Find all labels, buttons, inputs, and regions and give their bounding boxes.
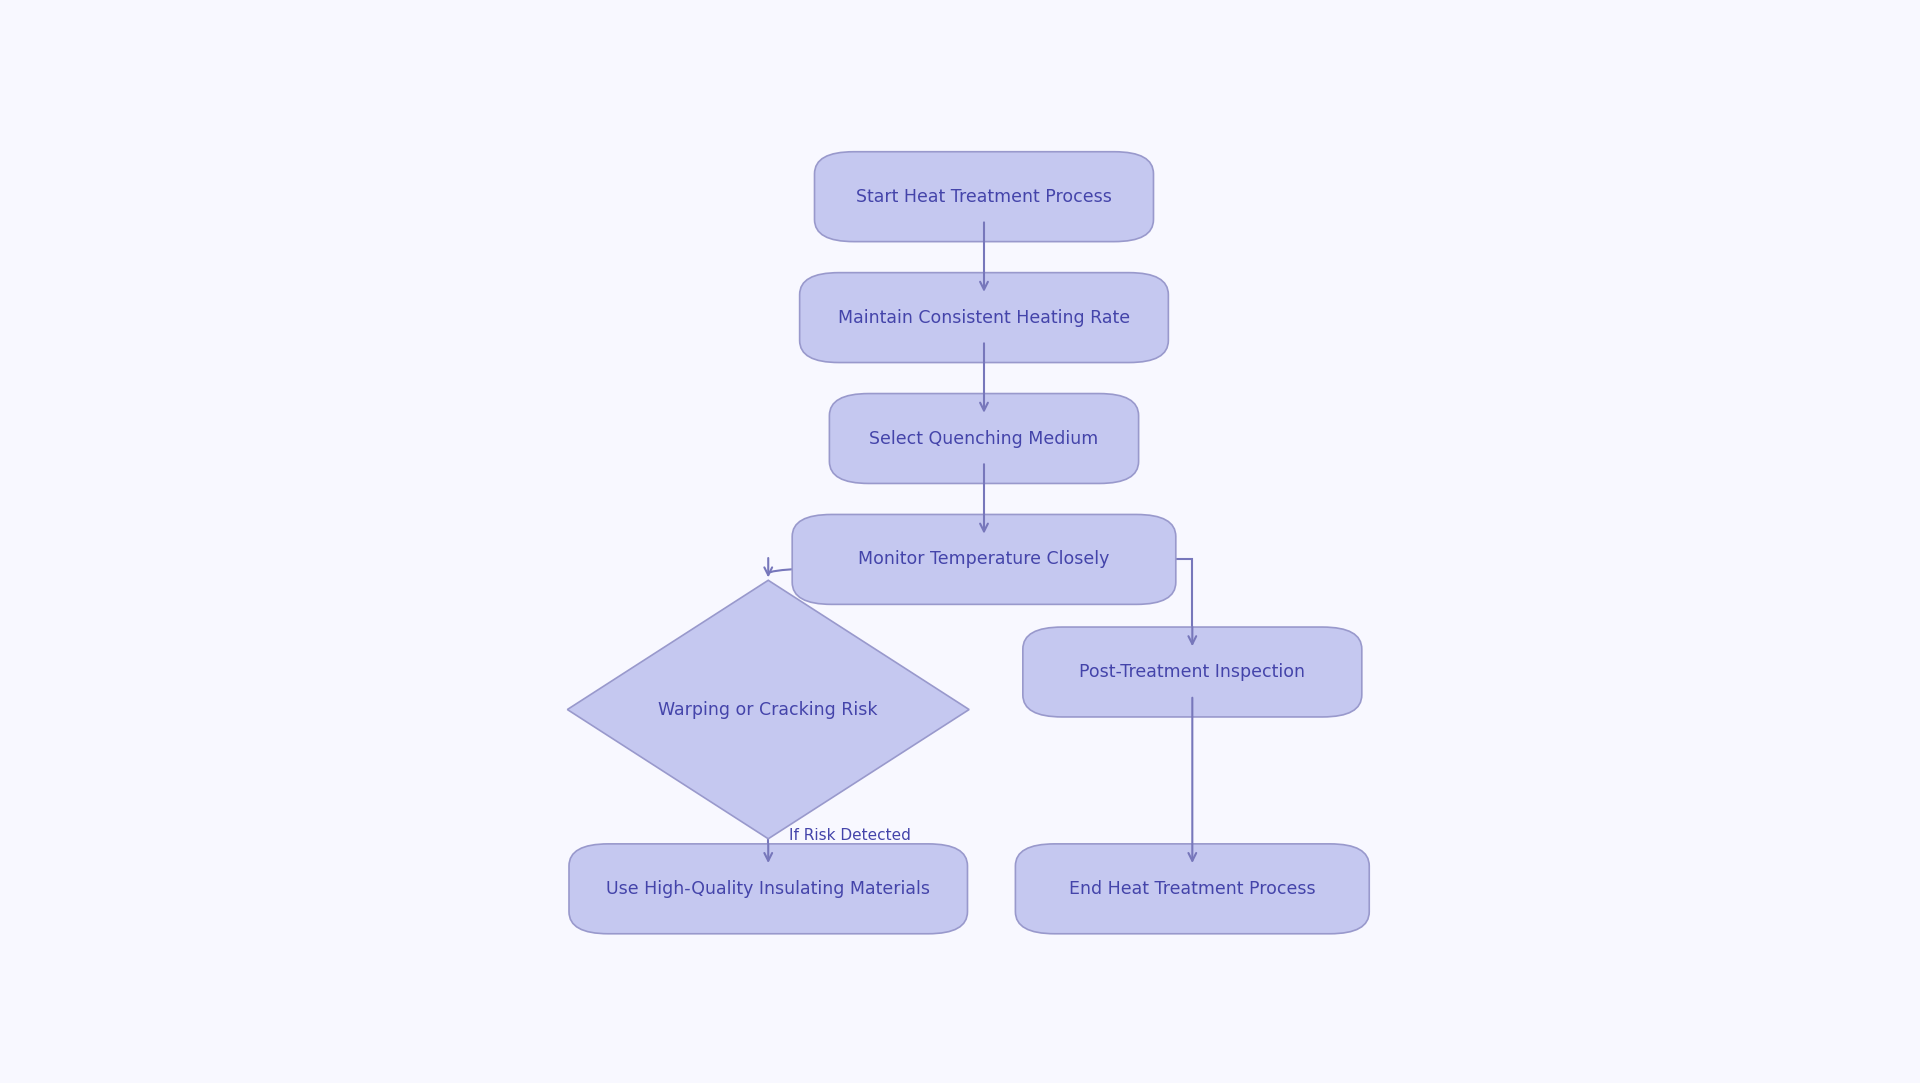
Text: Use High-Quality Insulating Materials: Use High-Quality Insulating Materials: [607, 879, 929, 898]
FancyBboxPatch shape: [829, 393, 1139, 483]
Text: Select Quenching Medium: Select Quenching Medium: [870, 430, 1098, 447]
FancyBboxPatch shape: [1016, 844, 1369, 934]
Text: End Heat Treatment Process: End Heat Treatment Process: [1069, 879, 1315, 898]
FancyBboxPatch shape: [799, 273, 1169, 363]
FancyBboxPatch shape: [814, 152, 1154, 242]
Text: Post-Treatment Inspection: Post-Treatment Inspection: [1079, 663, 1306, 681]
Text: Warping or Cracking Risk: Warping or Cracking Risk: [659, 701, 877, 718]
Text: Start Heat Treatment Process: Start Heat Treatment Process: [856, 187, 1112, 206]
Text: Maintain Consistent Heating Rate: Maintain Consistent Heating Rate: [837, 309, 1131, 327]
Text: Monitor Temperature Closely: Monitor Temperature Closely: [858, 550, 1110, 569]
Polygon shape: [566, 580, 970, 839]
Text: If Risk Detected: If Risk Detected: [789, 828, 910, 844]
FancyBboxPatch shape: [568, 844, 968, 934]
FancyBboxPatch shape: [1023, 627, 1361, 717]
FancyBboxPatch shape: [793, 514, 1175, 604]
